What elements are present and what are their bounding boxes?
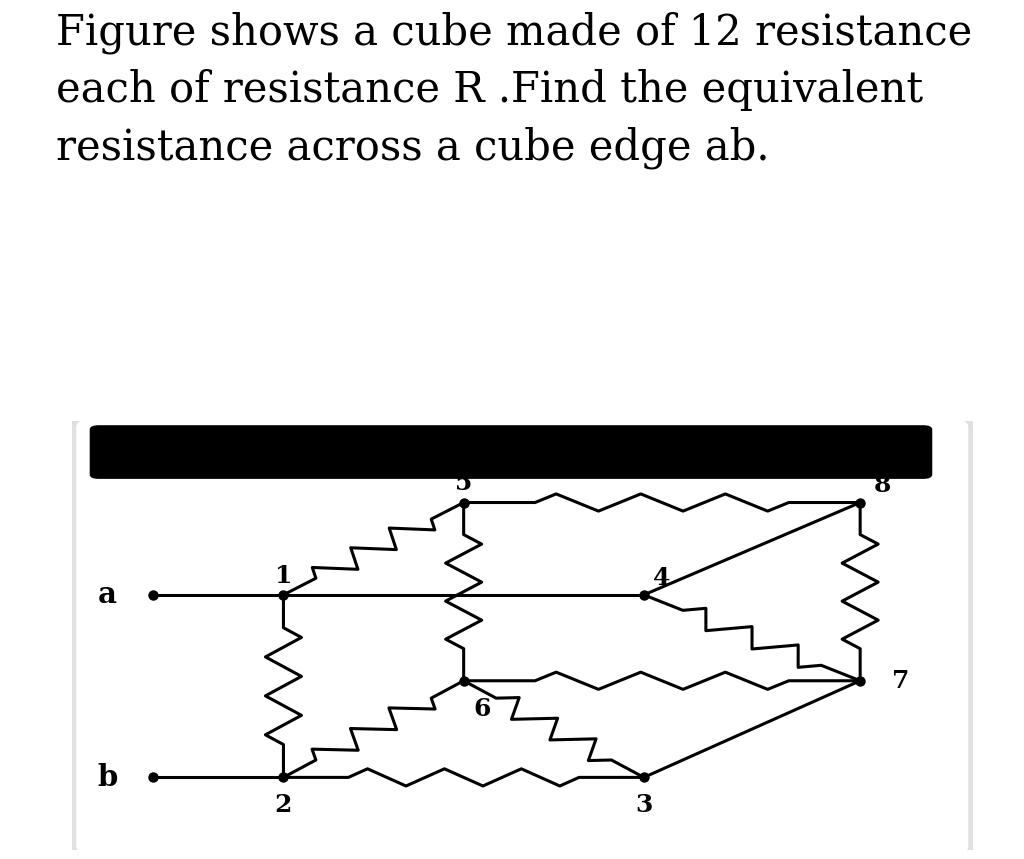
Text: Figure shows a cube made of 12 resistance
each of resistance R .Find the equival: Figure shows a cube made of 12 resistanc… [56,12,973,168]
Text: 3: 3 [635,794,652,817]
Text: 4: 4 [653,566,671,589]
Text: 7: 7 [892,669,909,692]
Text: a: a [98,581,117,609]
FancyBboxPatch shape [58,414,986,857]
Text: 2: 2 [274,794,292,817]
FancyBboxPatch shape [76,419,969,855]
Text: 6: 6 [473,697,490,721]
Text: 8: 8 [874,473,891,497]
Text: 5: 5 [455,472,472,495]
Text: 1: 1 [274,564,292,588]
FancyBboxPatch shape [90,425,932,479]
Text: b: b [97,763,118,792]
